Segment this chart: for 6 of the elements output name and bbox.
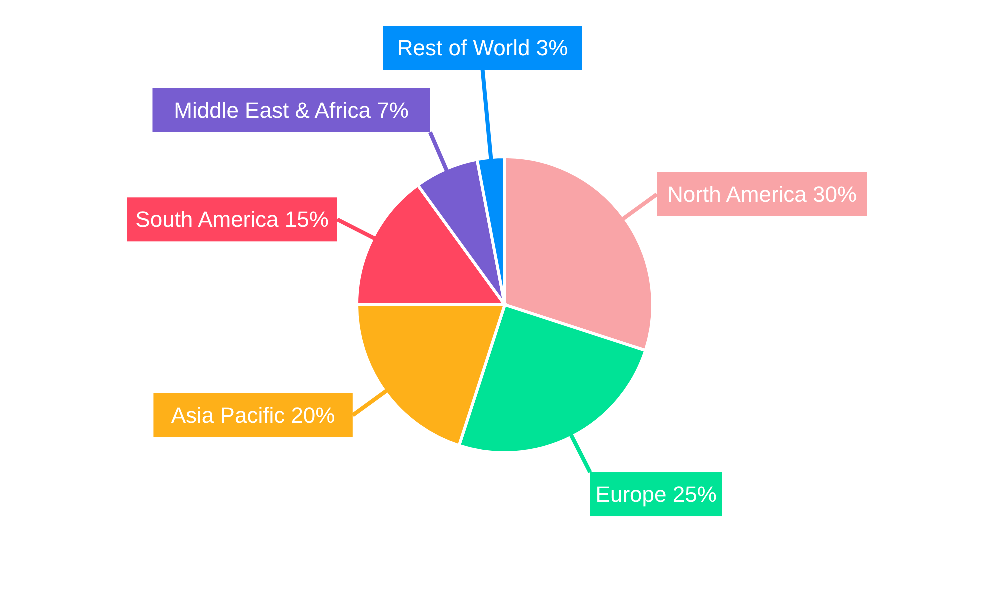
slice-label: South America 15% xyxy=(136,207,329,232)
slice-label: Rest of World 3% xyxy=(397,36,568,61)
slice-label: Middle East & Africa 7% xyxy=(174,98,409,123)
slice-label: North America 30% xyxy=(668,182,858,207)
slice-label: Europe 25% xyxy=(596,482,717,508)
slice-label: Asia Pacific 20% xyxy=(171,403,336,428)
